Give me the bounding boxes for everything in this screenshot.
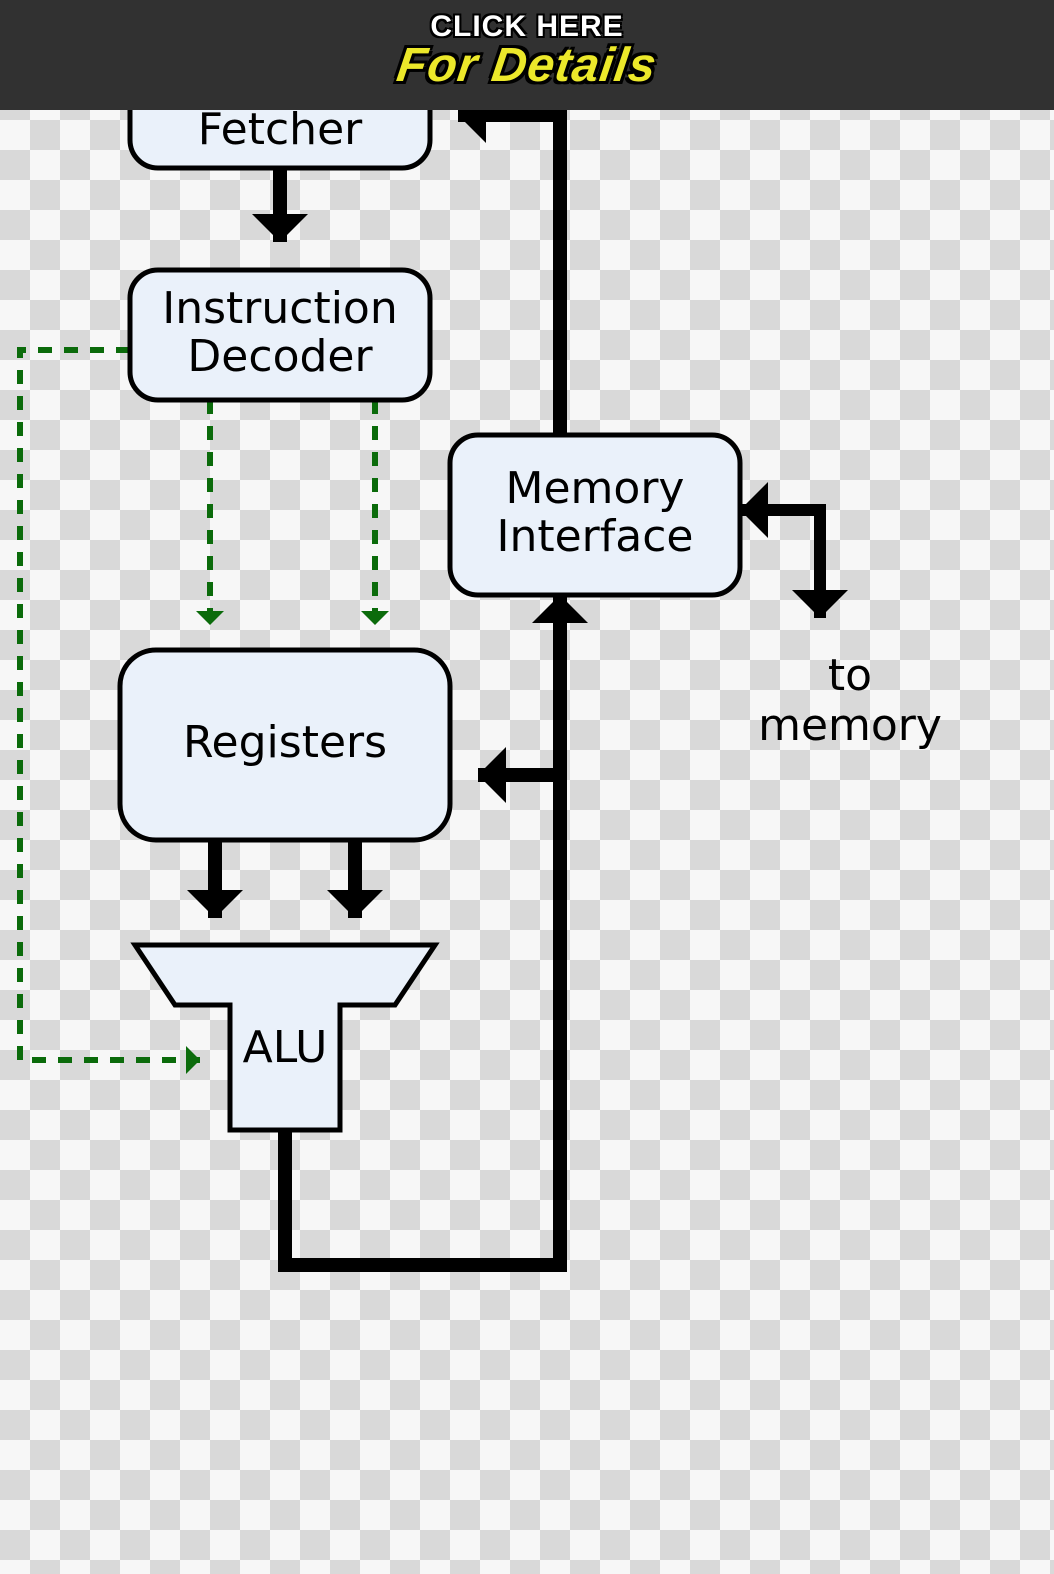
svg-text:Fetcher: Fetcher <box>198 104 363 155</box>
svg-text:Memory: Memory <box>506 463 685 514</box>
node-alu: ALU <box>135 945 435 1130</box>
svg-text:Instruction: Instruction <box>162 283 398 334</box>
svg-text:Interface: Interface <box>497 511 694 562</box>
node-registers: Registers <box>120 650 450 840</box>
edge-memif-to-fetcher <box>458 115 560 435</box>
node-memif: MemoryInterface <box>450 435 740 595</box>
svg-text:Decoder: Decoder <box>187 331 373 382</box>
label-to-memory: to <box>828 650 872 701</box>
svg-text:Registers: Registers <box>183 717 387 768</box>
label-to-memory: memory <box>758 700 942 751</box>
cta-banner[interactable]: CLICK HERE For Details <box>397 10 656 93</box>
cta-line2: For Details <box>394 38 661 93</box>
node-decoder: InstructionDecoder <box>130 270 430 400</box>
svg-text:ALU: ALU <box>243 1022 328 1073</box>
cpu-diagram: InstructionFetcherInstructionDecoderMemo… <box>0 0 1054 1574</box>
